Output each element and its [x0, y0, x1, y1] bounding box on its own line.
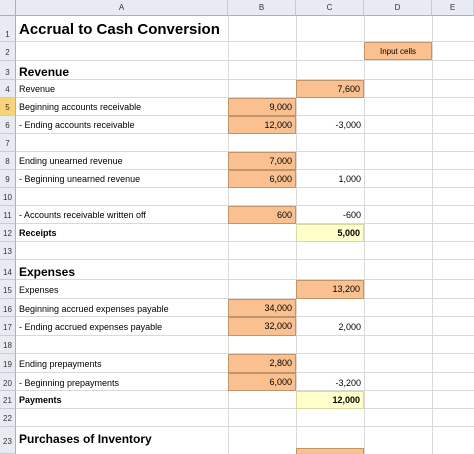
ending-ar-label[interactable]: - Ending accounts receivable — [19, 120, 135, 130]
gridline-row — [16, 241, 474, 242]
gridline-row — [16, 259, 474, 260]
column-header-e[interactable]: E — [432, 0, 474, 16]
gridline-row — [16, 426, 474, 427]
receipts-label[interactable]: Receipts — [19, 228, 57, 238]
row-header-13[interactable]: 13 — [0, 242, 16, 260]
row-header-1[interactable]: 1 — [0, 16, 16, 42]
row-header-2[interactable]: 2 — [0, 42, 16, 61]
beginning-unearned-input[interactable]: 6,000 — [228, 170, 296, 188]
column-header-a[interactable]: A — [16, 0, 228, 16]
prepay-change-value[interactable]: -3,200 — [335, 378, 361, 388]
ending-prepay-input[interactable]: 2,800 — [228, 354, 296, 373]
revenue-heading[interactable]: Revenue — [19, 65, 70, 79]
ending-prepay-label[interactable]: Ending prepayments — [19, 359, 102, 369]
writeoff-input[interactable]: 600 — [228, 206, 296, 224]
ending-unearned-label[interactable]: Ending unearned revenue — [19, 156, 123, 166]
row-header-6[interactable]: 6 — [0, 116, 16, 134]
row-header-5[interactable]: 5 — [0, 98, 16, 116]
writeoff-change-value[interactable]: -600 — [342, 210, 361, 220]
expenses-label[interactable]: Expenses — [19, 285, 59, 295]
gridline-row — [16, 151, 474, 152]
writeoff-label[interactable]: - Accounts receivable written off — [19, 210, 146, 220]
row-header-10[interactable]: 10 — [0, 188, 16, 206]
receipts-total[interactable]: 5,000 — [296, 224, 364, 242]
row-header-23[interactable]: 23 — [0, 427, 16, 454]
expenses-heading[interactable]: Expenses — [19, 265, 76, 279]
row-header-21[interactable]: 21 — [0, 391, 16, 409]
inventory-input-partial[interactable] — [296, 448, 364, 454]
row-header-11[interactable]: 11 — [0, 206, 16, 224]
beginning-ar-label[interactable]: Beginning accounts receivable — [19, 102, 142, 112]
gridline-row — [16, 353, 474, 354]
ending-accrued-label[interactable]: - Ending accrued expenses payable — [19, 322, 163, 332]
row-header-12[interactable]: 12 — [0, 224, 16, 242]
select-all-corner[interactable] — [0, 0, 16, 16]
sheet-title[interactable]: Accrual to Cash Conversion — [19, 21, 220, 38]
column-header-d[interactable]: D — [364, 0, 432, 16]
ending-accrued-input[interactable]: 32,000 — [228, 317, 296, 336]
revenue-input[interactable]: 7,600 — [296, 80, 364, 98]
column-header-c[interactable]: C — [296, 0, 364, 16]
beginning-prepay-input[interactable]: 6,000 — [228, 373, 296, 391]
gridline-col-e — [432, 16, 433, 454]
row-header-8[interactable]: 8 — [0, 152, 16, 170]
ar-change-value[interactable]: -3,000 — [335, 120, 361, 130]
column-header-b[interactable]: B — [228, 0, 296, 16]
accrued-change-value[interactable]: 2,000 — [338, 322, 361, 332]
beginning-prepay-label[interactable]: - Beginning prepayments — [19, 378, 120, 388]
expenses-input[interactable]: 13,200 — [296, 280, 364, 299]
revenue-label[interactable]: Revenue — [19, 84, 56, 94]
gridline-row — [16, 279, 474, 280]
beginning-unearned-label[interactable]: - Beginning unearned revenue — [19, 174, 141, 184]
input-cells-legend[interactable]: Input cells — [364, 42, 432, 60]
gridline-row — [16, 79, 474, 80]
row-header-14[interactable]: 14 — [0, 260, 16, 280]
payments-label[interactable]: Payments — [19, 395, 62, 405]
payments-total[interactable]: 12,000 — [296, 391, 364, 409]
row-header-19[interactable]: 19 — [0, 354, 16, 373]
row-header-16[interactable]: 16 — [0, 299, 16, 317]
unearned-change-value[interactable]: 1,000 — [338, 174, 361, 184]
row-header-4[interactable]: 4 — [0, 80, 16, 98]
row-header-7[interactable]: 7 — [0, 134, 16, 152]
row-header-22[interactable]: 22 — [0, 409, 16, 427]
beginning-accrued-label[interactable]: Beginning accrued expenses payable — [19, 304, 169, 314]
gridline-col-d — [364, 16, 365, 454]
gridline-col-b — [228, 16, 229, 454]
gridline-row — [16, 298, 474, 299]
gridline-row — [16, 60, 474, 61]
row-header-15[interactable]: 15 — [0, 280, 16, 299]
gridline-row — [16, 97, 474, 98]
gridline-row — [16, 408, 474, 409]
inventory-heading[interactable]: Purchases of Inventory — [19, 432, 152, 446]
row-header-18[interactable]: 18 — [0, 336, 16, 354]
beginning-accrued-input[interactable]: 34,000 — [228, 299, 296, 317]
beginning-ar-input[interactable]: 9,000 — [228, 98, 296, 116]
ending-ar-input[interactable]: 12,000 — [228, 116, 296, 134]
gridline-row — [16, 41, 474, 42]
gridline-row — [16, 205, 474, 206]
row-header-20[interactable]: 20 — [0, 373, 16, 391]
row-header-3[interactable]: 3 — [0, 61, 16, 80]
ending-unearned-input[interactable]: 7,000 — [228, 152, 296, 170]
row-header-17[interactable]: 17 — [0, 317, 16, 336]
row-header-9[interactable]: 9 — [0, 170, 16, 188]
